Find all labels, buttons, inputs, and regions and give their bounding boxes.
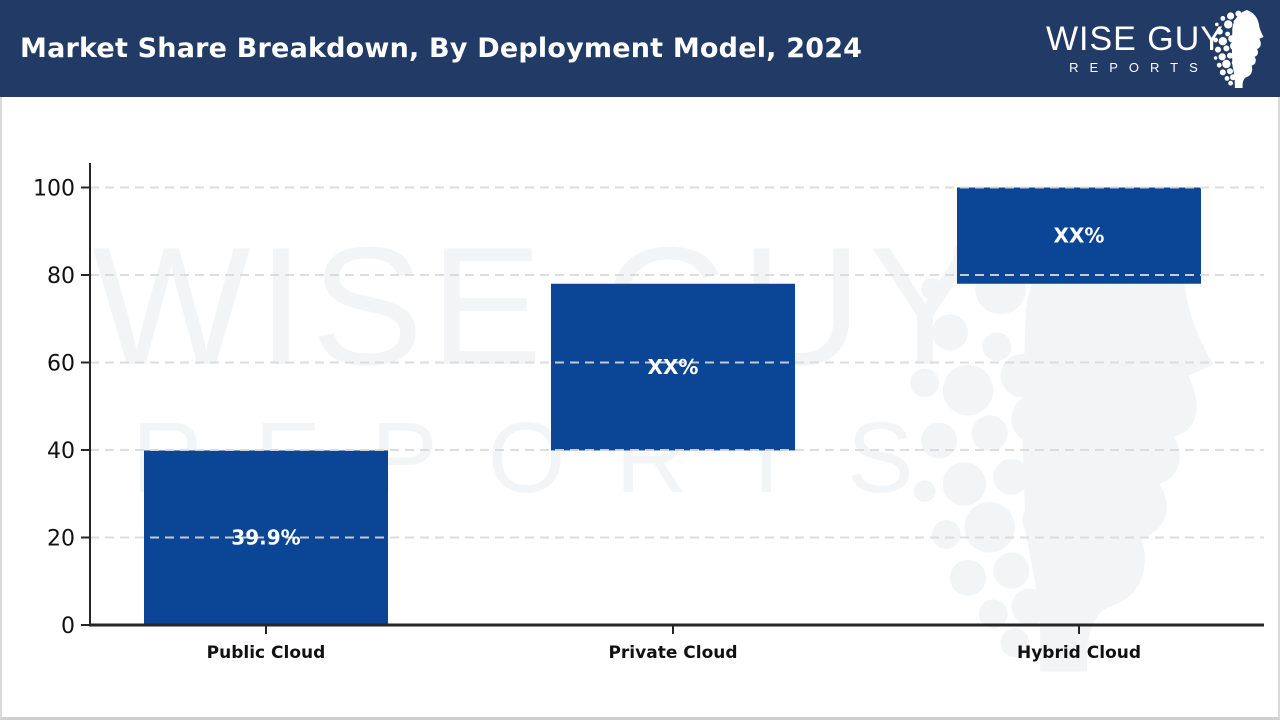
bar-value-label-public-cloud: 39.9% bbox=[231, 526, 300, 550]
logo-subtext: REPORTS bbox=[1069, 60, 1209, 75]
logo-face-icon bbox=[1212, 10, 1266, 88]
y-tick-label-20: 20 bbox=[47, 527, 75, 552]
page-title: Market Share Breakdown, By Deployment Mo… bbox=[20, 33, 863, 64]
bar-value-label-hybrid-cloud: XX% bbox=[1054, 224, 1105, 248]
y-tick-label-40: 40 bbox=[47, 439, 75, 464]
x-tick-label-hybrid-cloud: Hybrid Cloud bbox=[1017, 643, 1141, 663]
y-tick-label-100: 100 bbox=[33, 177, 75, 202]
logo-wordmark: WISE GUY bbox=[1045, 20, 1224, 58]
market-share-chart: 0 20 40 60 80 100 Public Cloud Private Cloud Hyb… bbox=[33, 163, 1264, 663]
chart-area: WISE GUY REPORTS 0 20 40 60 80 100 Public Clou… bbox=[0, 97, 1280, 720]
logo-wordmark-block: WISE GUY REPORTS bbox=[1046, 22, 1224, 75]
wiseguy-logo: WISE GUY REPORTS bbox=[1046, 10, 1266, 88]
bar-hybrid-cloud bbox=[957, 187, 1201, 284]
header-bar: Market Share Breakdown, By Deployment Mo… bbox=[0, 0, 1280, 97]
x-tick-label-public-cloud: Public Cloud bbox=[207, 643, 326, 663]
bar-private-cloud bbox=[551, 283, 795, 451]
bar-value-label-private-cloud: XX% bbox=[648, 355, 699, 379]
y-tick-label-0: 0 bbox=[61, 614, 75, 639]
y-tick-label-80: 80 bbox=[47, 264, 75, 289]
y-tick-label-60: 60 bbox=[47, 352, 75, 377]
x-tick-label-private-cloud: Private Cloud bbox=[608, 643, 737, 663]
